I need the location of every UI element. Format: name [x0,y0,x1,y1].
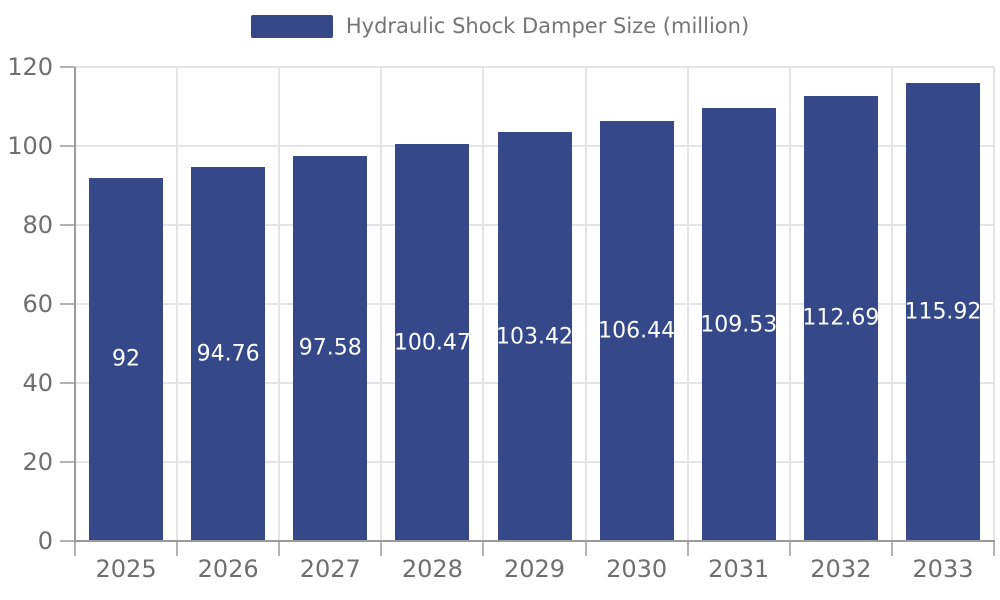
legend[interactable]: Hydraulic Shock Damper Size (million) [0,14,1000,38]
y-axis-tick [60,66,75,68]
gridline-vertical [890,67,893,541]
y-tick-label: 40 [22,369,53,397]
legend-swatch[interactable] [250,14,333,38]
x-axis-tick [482,541,485,556]
x-tick-label: 2030 [606,555,668,583]
gridline-vertical [482,67,485,541]
x-tick-label: 2025 [95,555,157,583]
x-axis-tick [993,541,995,556]
bar-value-label: 103.42 [496,324,573,350]
y-tick-label: 60 [22,290,53,318]
x-tick-label: 2027 [299,555,361,583]
gridline-vertical [278,67,281,541]
x-axis-tick [278,541,281,556]
x-axis-tick [176,541,179,556]
x-axis-tick [890,541,893,556]
bar-value-label: 100.47 [393,330,471,356]
x-axis-tick [380,541,383,556]
bar-value-label: 94.76 [196,341,260,367]
x-axis-tick [74,541,76,556]
gridline-vertical [686,67,689,541]
bar-value-label: 97.58 [298,335,362,361]
gridline-vertical [176,67,179,541]
bar-value-label: 109.53 [700,312,778,338]
x-axis-tick [584,541,587,556]
bar-value-label: 115.92 [904,299,982,325]
bar-value-label: 106.44 [598,318,676,344]
x-tick-label: 2029 [503,555,566,583]
y-tick-label: 0 [37,527,53,555]
bar-2030[interactable]: 106.44 [598,120,676,541]
bar-2032[interactable]: 112.69 [802,95,880,541]
gridline-vertical [788,67,791,541]
bar-2027[interactable]: 97.58 [293,155,368,541]
x-tick-label: 2033 [912,555,974,583]
x-tick-label: 2032 [810,555,872,583]
gridline-vertical [993,67,995,541]
x-axis-line [74,540,995,542]
bar-2031[interactable]: 109.53 [700,108,778,541]
y-axis-tick [60,540,75,542]
y-tick-label: 120 [7,53,53,81]
y-tick-label: 20 [22,448,53,476]
y-tick-label: 100 [7,132,53,160]
y-axis-tick [60,145,75,147]
bar-2033[interactable]: 115.92 [904,83,982,541]
gridline-vertical [584,67,587,541]
x-axis-tick [788,541,791,556]
bar-2026[interactable]: 94.76 [191,166,266,541]
bar-value-label: 112.69 [802,305,880,331]
y-axis-tick [60,224,75,226]
legend-label[interactable]: Hydraulic Shock Damper Size (million) [345,14,750,38]
y-axis-tick [60,382,75,384]
x-tick-label: 2026 [197,555,259,583]
y-axis-tick [60,461,75,463]
bar-2025[interactable]: 92 [89,177,164,541]
x-axis-tick [686,541,689,556]
x-tick-label: 2031 [708,555,770,583]
bar-2029[interactable]: 103.42 [496,132,573,541]
y-axis-tick [60,303,75,305]
gridline-vertical [380,67,383,541]
y-axis-line [74,67,76,543]
bar-value-label: 92 [112,346,141,372]
y-tick-label: 80 [22,211,53,239]
bar-2028[interactable]: 100.47 [393,144,471,541]
gridline-horizontal [75,66,994,68]
x-tick-label: 2028 [401,555,463,583]
